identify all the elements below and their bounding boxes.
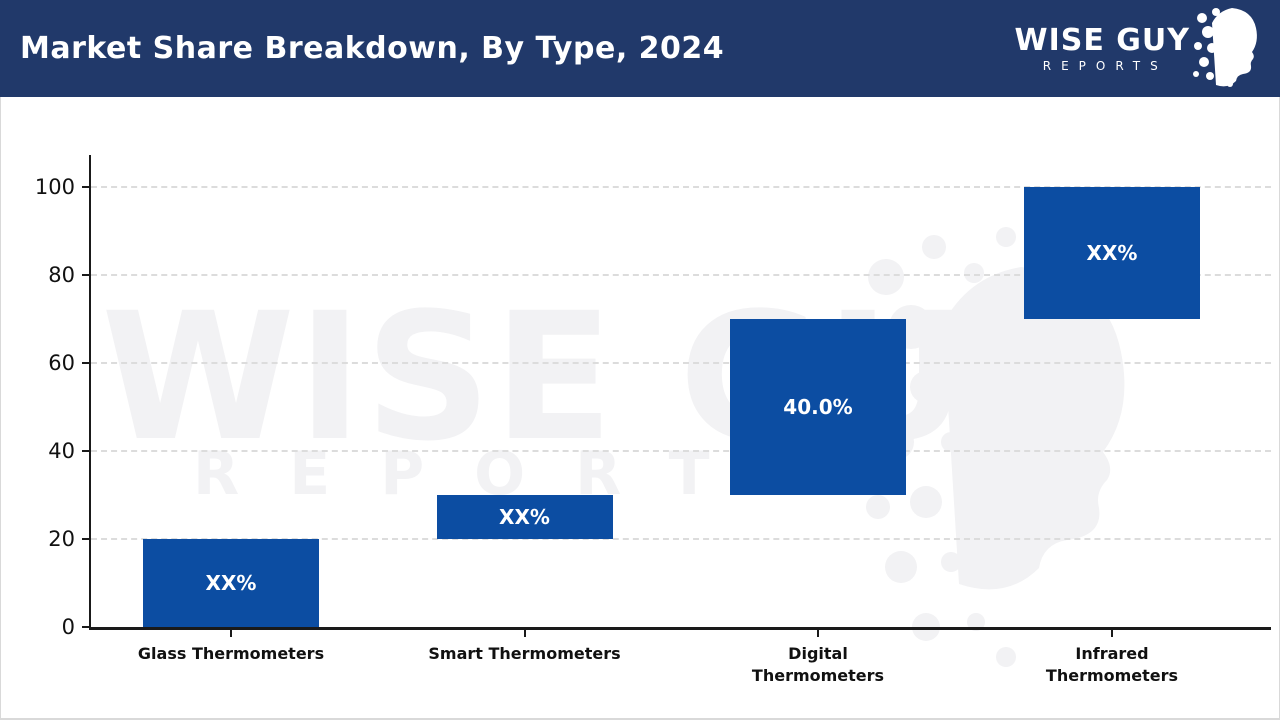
- bar-digital-thermometers: 40.0%: [730, 319, 906, 495]
- bar-value-label: XX%: [499, 505, 550, 529]
- brand-name: WISE GUY: [1014, 22, 1190, 58]
- gridline-100: [91, 186, 1271, 188]
- x-category-label-1: Smart Thermometers: [428, 644, 621, 663]
- y-tick-mark-100: [82, 186, 91, 188]
- bar-value-label: XX%: [205, 571, 257, 595]
- x-tick-mark-1: [523, 630, 526, 637]
- brand-logo: WISE GUY REPORTS: [1014, 4, 1266, 94]
- bar-glass-thermometers: XX%: [143, 539, 319, 627]
- x-category-label-2: Digital Thermometers: [751, 644, 885, 686]
- x-tick-mark-3: [1111, 630, 1113, 637]
- y-tick-mark-40: [82, 450, 91, 452]
- y-tick-mark-20: [82, 538, 91, 540]
- gridline-40: [91, 450, 1271, 452]
- y-tick-mark-0: [82, 626, 91, 628]
- bar-value-label: XX%: [1086, 241, 1138, 265]
- waterfall-chart: WISE GUY REPORTS: [1, 97, 1279, 718]
- y-tick-label-60: 60: [48, 351, 75, 375]
- gridline-80: [91, 274, 1271, 276]
- x-tick-mark-0: [230, 630, 232, 637]
- brand-subname: REPORTS: [1042, 58, 1168, 73]
- y-tick-mark-80: [82, 274, 91, 276]
- header-bar: Market Share Breakdown, By Type, 2024 WI…: [0, 0, 1280, 97]
- x-tick-mark-2: [817, 630, 819, 637]
- y-tick-label-0: 0: [61, 615, 75, 639]
- page-title: Market Share Breakdown, By Type, 2024: [20, 31, 725, 66]
- y-tick-mark-60: [82, 362, 91, 364]
- x-category-label-3: Infrared Thermometers: [1045, 644, 1179, 686]
- chart-section: WISE GUY REPORTS: [0, 97, 1280, 720]
- x-axis-spine: [89, 627, 1271, 630]
- brand-face-icon: [1192, 4, 1266, 94]
- bar-smart-thermometers: XX%: [436, 495, 613, 539]
- gridline-60: [91, 362, 1271, 364]
- y-tick-label-80: 80: [48, 263, 75, 287]
- y-tick-label-40: 40: [48, 439, 75, 463]
- bar-infrared-thermometers: XX%: [1024, 187, 1200, 319]
- bar-value-label: 40.0%: [783, 395, 853, 419]
- y-tick-label-20: 20: [48, 527, 75, 551]
- y-tick-label-100: 100: [34, 175, 75, 199]
- gridline-20: [91, 538, 1271, 540]
- y-axis-spine: [89, 155, 91, 630]
- brand-logo-text: WISE GUY REPORTS: [1014, 22, 1190, 73]
- x-category-label-0: Glass Thermometers: [137, 644, 325, 663]
